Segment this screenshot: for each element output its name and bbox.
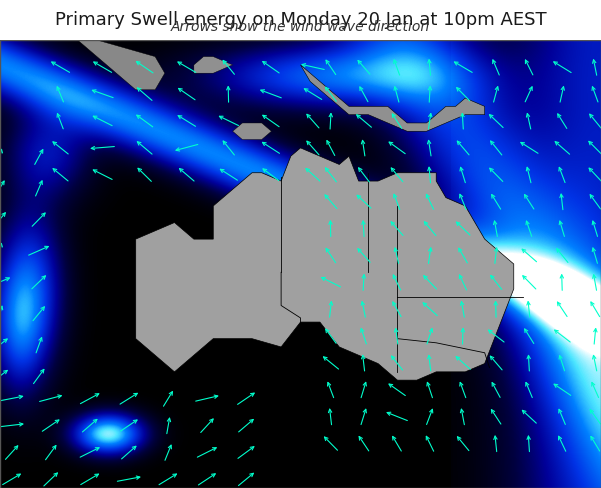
Text: Arrows show the wind wave direction: Arrows show the wind wave direction <box>171 20 430 34</box>
Polygon shape <box>194 57 233 73</box>
Text: Primary Swell energy on Monday 20 Jan at 10pm AEST: Primary Swell energy on Monday 20 Jan at… <box>55 11 546 29</box>
Polygon shape <box>233 123 272 140</box>
Polygon shape <box>78 40 165 90</box>
Polygon shape <box>300 65 484 131</box>
Polygon shape <box>136 148 514 380</box>
